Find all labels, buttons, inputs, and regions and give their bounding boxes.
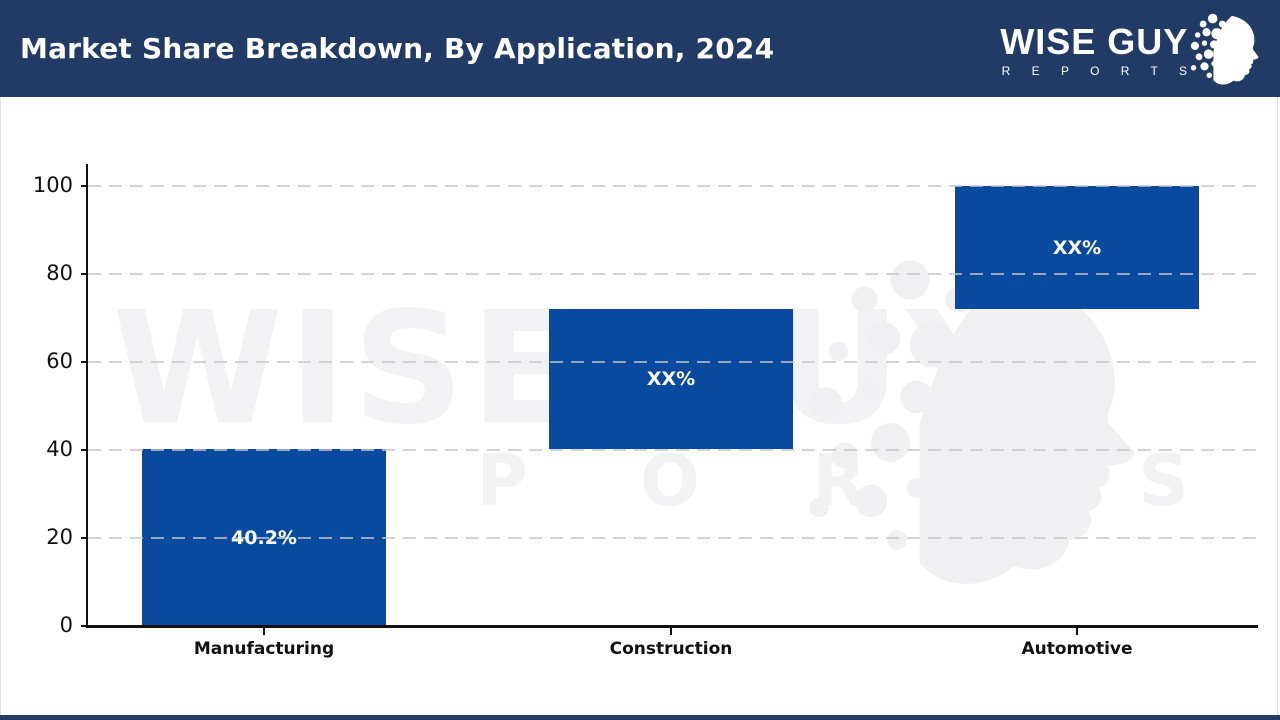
- bar-construction: [549, 309, 793, 450]
- y-tickmark-80: [81, 273, 88, 275]
- gridline-20: [88, 537, 1258, 539]
- y-tickmark-20: [81, 537, 88, 539]
- x-tickmark-manufacturing: [263, 628, 265, 635]
- logo-text: WISE GUY R E P O R T S: [993, 20, 1196, 78]
- bar-automotive: [955, 186, 1199, 310]
- y-tick-label-0: 0: [59, 613, 73, 637]
- y-tick-label-100: 100: [32, 173, 73, 197]
- gridline-40: [88, 449, 1258, 451]
- logo-subtitle: R E P O R T S: [1001, 63, 1196, 78]
- wise-guy-reports-logo: WISE GUY R E P O R T S: [993, 6, 1266, 94]
- y-tickmark-0: [81, 625, 88, 627]
- bar-value-label-construction: XX%: [646, 368, 696, 391]
- gridline-100: [88, 185, 1258, 187]
- y-tick-label-40: 40: [46, 437, 73, 461]
- logo-head-icon: [1190, 13, 1259, 85]
- header-band: Market Share Breakdown, By Application, …: [0, 0, 1280, 97]
- bar-value-label-automotive: XX%: [1052, 236, 1102, 259]
- y-tickmark-40: [81, 449, 88, 451]
- footer-strip: [0, 715, 1280, 720]
- x-tickmark-automotive: [1076, 628, 1078, 635]
- y-tickmark-100: [81, 185, 88, 187]
- x-tickmark-construction: [670, 628, 672, 635]
- bar-value-label-manufacturing: 40.2%: [231, 526, 297, 549]
- x-tick-label-manufacturing: Manufacturing: [193, 639, 335, 659]
- y-tick-label-20: 20: [46, 525, 73, 549]
- y-tick-label-60: 60: [46, 349, 73, 373]
- page-title: Market Share Breakdown, By Application, …: [20, 32, 775, 65]
- x-tick-label-automotive: Automotive: [1021, 639, 1133, 659]
- x-tick-label-construction: Construction: [609, 639, 733, 659]
- watermark-head-icon: [809, 260, 1135, 584]
- logo-wordmark: WISE GUY: [1000, 20, 1189, 62]
- x-axis-spine: [86, 625, 1258, 628]
- y-tickmark-60: [81, 361, 88, 363]
- gridline-60: [88, 361, 1258, 363]
- gridline-80: [88, 273, 1258, 275]
- y-axis-spine: [86, 164, 88, 628]
- y-tick-label-80: 80: [46, 261, 73, 285]
